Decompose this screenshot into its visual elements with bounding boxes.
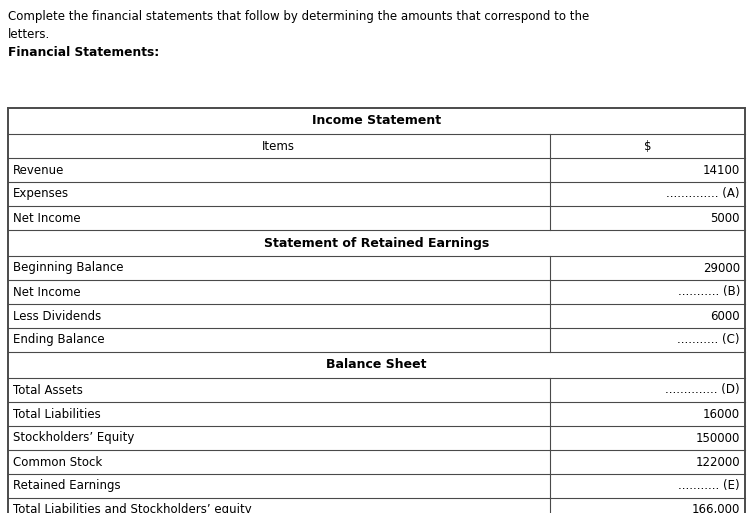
- Text: 150000: 150000: [696, 431, 740, 444]
- Text: .............. (A): .............. (A): [666, 187, 740, 201]
- Text: .............. (D): .............. (D): [666, 384, 740, 397]
- Text: $: $: [644, 140, 651, 152]
- Text: Complete the financial statements that follow by determining the amounts that co: Complete the financial statements that f…: [8, 10, 590, 23]
- Text: Income Statement: Income Statement: [312, 114, 441, 128]
- Text: Ending Balance: Ending Balance: [13, 333, 105, 346]
- Text: Common Stock: Common Stock: [13, 456, 102, 468]
- Text: 166,000: 166,000: [691, 503, 740, 513]
- Text: Net Income: Net Income: [13, 211, 81, 225]
- Text: Items: Items: [262, 140, 295, 152]
- Text: Expenses: Expenses: [13, 187, 69, 201]
- Text: Total Liabilities: Total Liabilities: [13, 407, 101, 421]
- Text: Less Dividends: Less Dividends: [13, 309, 101, 323]
- Text: Total Liabilities and Stockholders’ equity: Total Liabilities and Stockholders’ equi…: [13, 503, 252, 513]
- Text: 14100: 14100: [703, 164, 740, 176]
- Text: ........... (E): ........... (E): [678, 480, 740, 492]
- Text: ........... (C): ........... (C): [678, 333, 740, 346]
- Text: 16000: 16000: [703, 407, 740, 421]
- Text: ........... (B): ........... (B): [678, 286, 740, 299]
- Bar: [8, 108, 745, 513]
- Text: Revenue: Revenue: [13, 164, 64, 176]
- Text: 29000: 29000: [703, 262, 740, 274]
- Text: Net Income: Net Income: [13, 286, 81, 299]
- Text: 122000: 122000: [695, 456, 740, 468]
- Text: Statement of Retained Earnings: Statement of Retained Earnings: [264, 236, 489, 249]
- Text: 6000: 6000: [710, 309, 740, 323]
- Text: letters.: letters.: [8, 28, 50, 41]
- Text: 5000: 5000: [711, 211, 740, 225]
- Text: Stockholders’ Equity: Stockholders’ Equity: [13, 431, 134, 444]
- Text: Balance Sheet: Balance Sheet: [326, 359, 427, 371]
- Text: Beginning Balance: Beginning Balance: [13, 262, 123, 274]
- Text: Financial Statements:: Financial Statements:: [8, 46, 159, 59]
- Text: Retained Earnings: Retained Earnings: [13, 480, 120, 492]
- Text: Total Assets: Total Assets: [13, 384, 83, 397]
